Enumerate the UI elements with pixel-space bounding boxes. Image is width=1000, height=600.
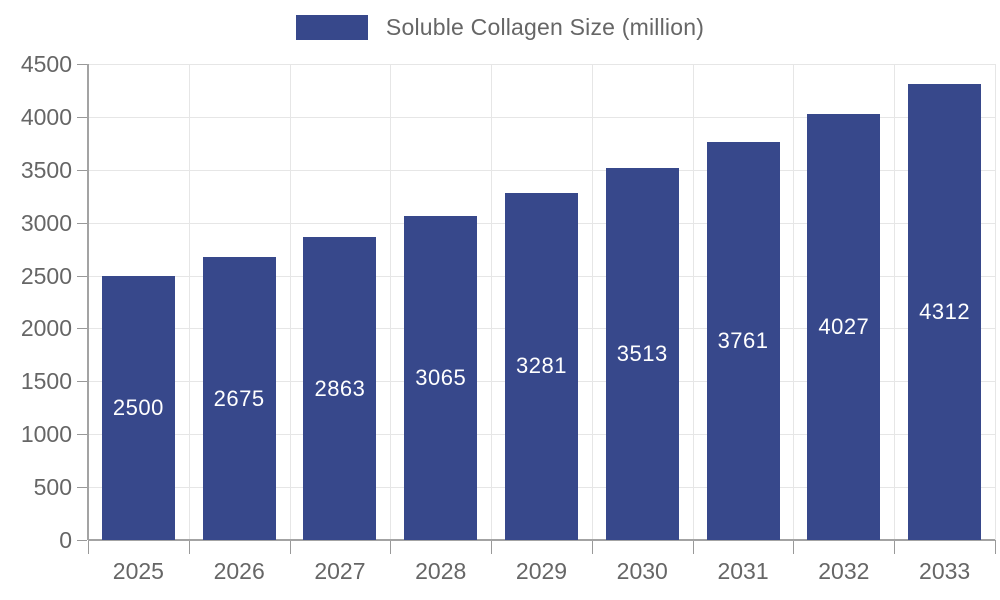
bar-2025[interactable]: 2500: [101, 275, 175, 540]
v-gridline: [289, 64, 291, 540]
y-axis-tick: [77, 222, 87, 224]
x-axis-tick: [894, 540, 896, 554]
y-axis-tick: [77, 487, 87, 489]
x-axis-tick-label: 2032: [818, 558, 870, 584]
x-axis-tick: [390, 540, 392, 554]
y-axis-tick: [77, 434, 87, 436]
bar-2031[interactable]: 3761: [706, 142, 780, 540]
bar-value-label: 2675: [213, 385, 265, 411]
bar-value-label: 3281: [516, 353, 567, 379]
v-gridline: [591, 64, 593, 540]
y-axis-tick: [77, 116, 87, 118]
legend[interactable]: Soluble Collagen Size (million): [0, 14, 1000, 41]
bar-value-label: 3513: [616, 341, 668, 367]
y-axis-tick-label: 4000: [20, 103, 72, 130]
y-axis-tick-label: 3000: [20, 209, 72, 236]
v-gridline: [188, 64, 190, 540]
y-axis-tick-label: 3500: [20, 156, 72, 183]
y-axis-tick-label: 0: [59, 527, 72, 553]
y-axis-tick: [77, 381, 87, 383]
v-gridline: [390, 64, 392, 540]
x-axis-tick: [591, 540, 593, 554]
y-axis-tick: [77, 169, 87, 171]
v-gridline: [894, 64, 896, 540]
x-axis-tick: [88, 540, 89, 554]
y-axis-line: [87, 64, 89, 540]
x-axis-tick: [793, 540, 795, 554]
h-gridline: [88, 169, 995, 171]
x-axis-tick-label: 2027: [314, 558, 366, 584]
legend-swatch-icon: [295, 15, 368, 40]
y-axis-tick-label: 2500: [20, 262, 72, 289]
bar-value-label: 4312: [919, 298, 971, 324]
x-axis-tick-label: 2026: [213, 558, 265, 584]
legend-label: Soluble Collagen Size (million): [385, 14, 705, 40]
y-axis-tick: [77, 64, 87, 65]
h-gridline: [88, 64, 995, 65]
bar-value-label: 3761: [717, 328, 769, 354]
bar-2028[interactable]: 3065: [404, 215, 478, 540]
x-axis-tick: [692, 540, 694, 554]
x-axis-tick: [491, 540, 493, 554]
y-axis-tick-label: 500: [33, 474, 72, 501]
x-axis-tick-label: 2031: [717, 558, 769, 584]
x-axis-tick-label: 2033: [919, 558, 971, 584]
bar-2033[interactable]: 4312: [908, 83, 982, 540]
y-axis-tick: [77, 275, 87, 277]
bar-2029[interactable]: 3281: [505, 192, 578, 540]
bar-value-label: 4027: [818, 314, 870, 340]
bar-value-label: 2500: [112, 394, 164, 420]
y-axis-tick-label: 2000: [20, 315, 72, 342]
v-gridline: [995, 64, 996, 540]
v-gridline: [491, 64, 493, 540]
bar-2027[interactable]: 2863: [303, 237, 377, 540]
x-axis-tick: [995, 540, 996, 554]
bar-value-label: 3065: [415, 364, 467, 390]
x-axis-tick-label: 2028: [415, 558, 467, 584]
y-axis-tick: [77, 540, 87, 541]
x-axis-tick: [289, 540, 291, 554]
x-axis-tick-label: 2029: [515, 558, 568, 584]
v-gridline: [793, 64, 795, 540]
y-axis-tick-label: 4500: [20, 51, 72, 77]
plot-area: 0 500 1000 1500 2000 2500 3000 3500 4000 4500 2500…: [21, 53, 996, 584]
x-axis-tick-label: 2030: [616, 558, 668, 584]
bar-value-label: 2863: [314, 375, 366, 401]
y-axis-tick-label: 1500: [20, 368, 72, 395]
y-axis-tick: [77, 328, 87, 330]
h-gridline: [88, 116, 995, 118]
bar-2032[interactable]: 4027: [807, 114, 881, 540]
bar-2026[interactable]: 2675: [202, 257, 276, 540]
x-axis-tick-label: 2025: [112, 558, 164, 584]
bar-2030[interactable]: 3513: [605, 168, 679, 540]
x-axis-line: [88, 539, 995, 541]
y-axis-tick-label: 1000: [20, 421, 72, 448]
v-gridline: [692, 64, 694, 540]
x-axis-tick: [188, 540, 190, 554]
